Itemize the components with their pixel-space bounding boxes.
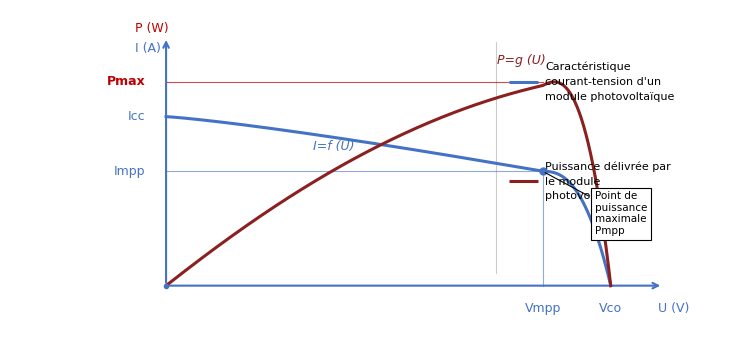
Text: Icc: Icc: [128, 110, 145, 123]
Text: P=g (U): P=g (U): [497, 54, 546, 67]
Text: Vmpp: Vmpp: [525, 302, 561, 315]
Text: Pmax: Pmax: [107, 75, 145, 88]
Text: U (V): U (V): [658, 302, 689, 315]
Text: Impp: Impp: [114, 165, 145, 178]
Text: Caractéristique
courant-tension d'un
module photovoltaïque: Caractéristique courant-tension d'un mod…: [545, 62, 675, 102]
Text: I=f (U): I=f (U): [312, 140, 354, 153]
Text: Puissance délivrée par
le module
photovoltaïque: Puissance délivrée par le module photovo…: [545, 161, 671, 201]
Text: P (W): P (W): [134, 22, 169, 34]
Text: I (A): I (A): [134, 41, 161, 55]
Text: Vco: Vco: [599, 302, 623, 315]
Text: Point de
puissance
maximale
Pmpp: Point de puissance maximale Pmpp: [545, 172, 648, 236]
